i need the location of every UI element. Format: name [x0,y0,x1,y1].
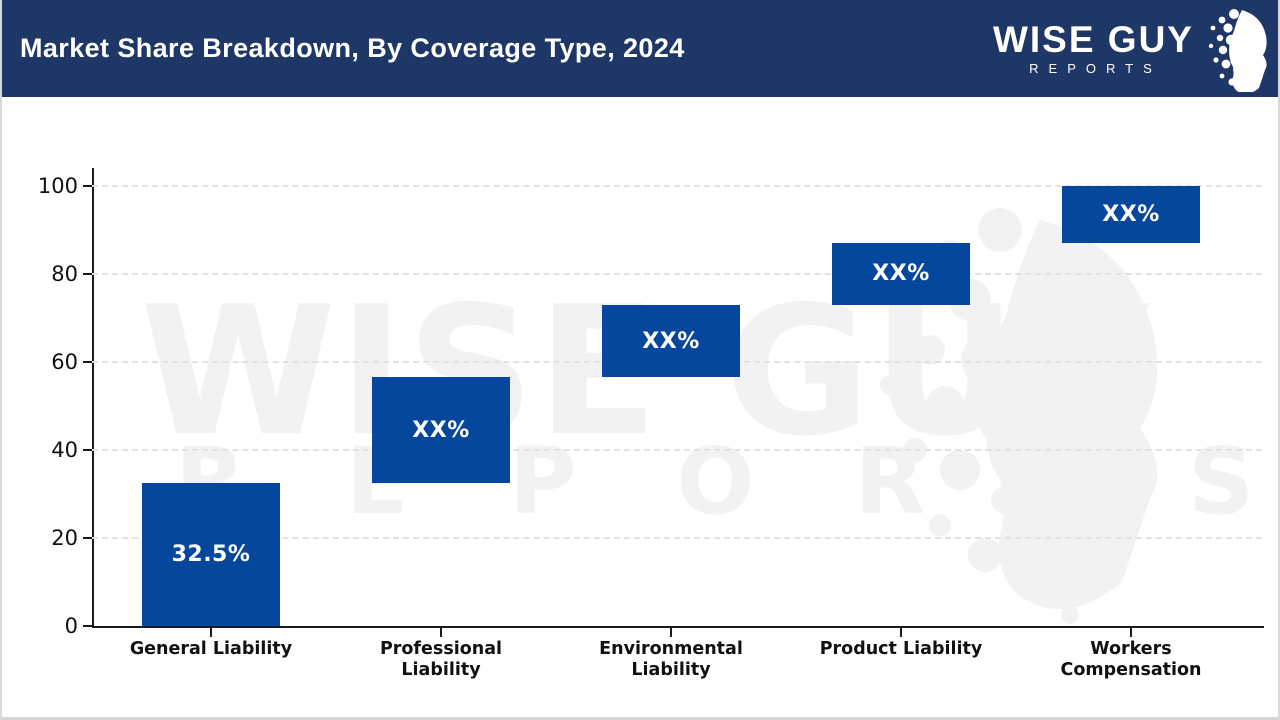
bar-value-label: XX% [412,417,470,443]
brand-subtitle: REPORTS [1029,60,1162,76]
chart-title: Market Share Breakdown, By Coverage Type… [20,33,685,63]
x-category-label: Environmental Liability [551,639,791,681]
bar-general-liability: 32.5% [142,483,280,626]
brand-logo-text: WISE GUY REPORTS [992,18,1194,76]
bar-product-liability: XX% [832,243,970,305]
bar-value-label: XX% [872,261,930,287]
x-tick-mark [670,628,672,637]
x-tick-mark [210,628,212,637]
gridline-80 [92,273,1262,275]
bar-value-label: XX% [642,328,700,354]
bar-value-label: 32.5% [171,542,251,567]
y-tick-mark [83,537,92,539]
y-tick-mark [83,273,92,275]
y-tick-label: 20 [51,526,78,550]
x-category-label-line: Liability [631,660,711,680]
x-category-label-line: Environmental [599,639,743,659]
gridline-100 [92,185,1262,187]
header-bar: Market Share Breakdown, By Coverage Type… [0,0,1280,97]
y-tick-mark [83,449,92,451]
gridline-20 [92,537,1262,539]
y-tick-label: 60 [51,350,78,374]
bar-workers-compensation: XX% [1062,186,1200,244]
x-tick-mark [1130,628,1132,637]
x-category-label-line: Product Liability [819,639,983,659]
x-category-label-line: Workers [1090,639,1172,659]
x-category-label: Professional Liability [321,639,561,681]
brand-name: WISE GUY [992,18,1194,60]
x-category-label: Product Liability [781,639,1021,660]
x-category-label-line: General Liability [129,639,293,659]
y-axis-line [92,168,94,628]
y-tick-label: 40 [51,438,78,462]
x-category-label-line: Professional [379,639,503,659]
y-tick-mark [83,361,92,363]
x-category-label: Workers Compensation [1011,639,1251,681]
x-tick-mark [440,628,442,637]
y-tick-label: 0 [64,614,78,638]
bar-professional-liability: XX% [372,377,510,483]
y-tick-label: 80 [51,262,78,286]
x-category-label: General Liability [91,639,331,660]
x-axis-line [92,626,1264,628]
y-tick-label: 100 [37,174,78,198]
face-logo-icon [1208,8,1267,92]
bar-environmental-liability: XX% [602,304,740,378]
bar-value-label: XX% [1102,202,1160,228]
x-tick-mark [900,628,902,637]
y-tick-mark [83,185,92,187]
gridline-40 [92,449,1262,451]
y-tick-mark [83,625,92,627]
x-category-label-line: Liability [401,660,481,680]
brand-logo: WISE GUY REPORTS [993,6,1270,92]
x-category-label-line: Compensation [1060,660,1202,680]
